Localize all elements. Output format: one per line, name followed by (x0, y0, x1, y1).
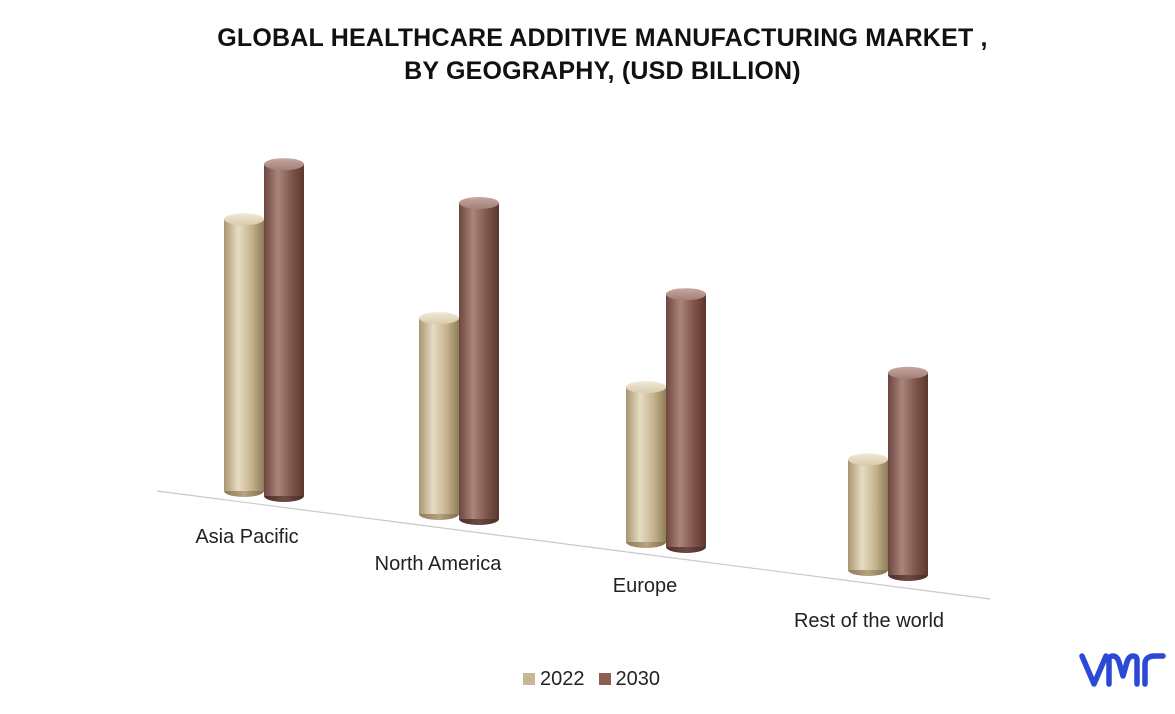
bar-body (419, 318, 459, 514)
bar-2022-europe (626, 381, 666, 548)
legend-item-2022: 2022 (523, 668, 585, 691)
logo-r-stroke (1142, 653, 1166, 687)
bar-top-cap (888, 366, 928, 379)
bar-2022-asia-pacific (224, 213, 264, 497)
bar-body (264, 164, 304, 496)
bar-body (224, 219, 264, 492)
legend-swatch-2022 (523, 673, 535, 685)
logo-v-stroke (1079, 653, 1109, 687)
category-labels: Asia Pacific North America Europe Rest of t… (195, 526, 944, 632)
bar-top-cap (459, 197, 499, 209)
bar-body (626, 387, 666, 542)
bar-body (459, 203, 499, 519)
bar-top-cap (264, 158, 304, 171)
chart-title: GLOBAL HEALTHCARE ADDITIVE MANUFACTURING… (0, 22, 1175, 88)
chart-title-line-1: GLOBAL HEALTHCARE ADDITIVE MANUFACTURING… (217, 24, 988, 52)
vmr-logo-icon (1079, 653, 1166, 687)
bar-2030-north-america (459, 197, 499, 525)
x-axis-baseline (156, 490, 991, 600)
bar-top-cap (224, 213, 264, 226)
chart-title-line-2: BY GEOGRAPHY, (USD BILLION) (404, 57, 801, 85)
bar-2022-rest-of-the-world (848, 453, 888, 576)
legend: 2022 2030 (523, 666, 674, 692)
category-label: North America (375, 553, 503, 575)
bar-2022-north-america (419, 312, 459, 520)
legend-item-2030: 2030 (598, 667, 661, 691)
legend-label-2022: 2022 (540, 667, 585, 690)
bar-2030-rest-of-the-world (888, 366, 928, 581)
bar-2030-asia-pacific (264, 158, 304, 502)
category-label: Rest of the world (794, 610, 944, 632)
bars-layer (224, 158, 928, 581)
legend-label-2030: 2030 (615, 667, 661, 690)
bar-top-cap (666, 288, 706, 301)
bar-top-cap (848, 453, 888, 466)
bar-body (848, 459, 888, 570)
bar-top-cap (626, 381, 666, 394)
bar-2030-europe (666, 288, 706, 553)
bar-top-cap (419, 312, 459, 325)
category-label: Asia Pacific (195, 526, 298, 548)
legend-swatch-2030 (598, 673, 611, 685)
bar-body (666, 294, 706, 547)
category-label: Europe (613, 575, 678, 597)
logo-m-stroke (1106, 653, 1140, 687)
bar-body (888, 372, 928, 575)
